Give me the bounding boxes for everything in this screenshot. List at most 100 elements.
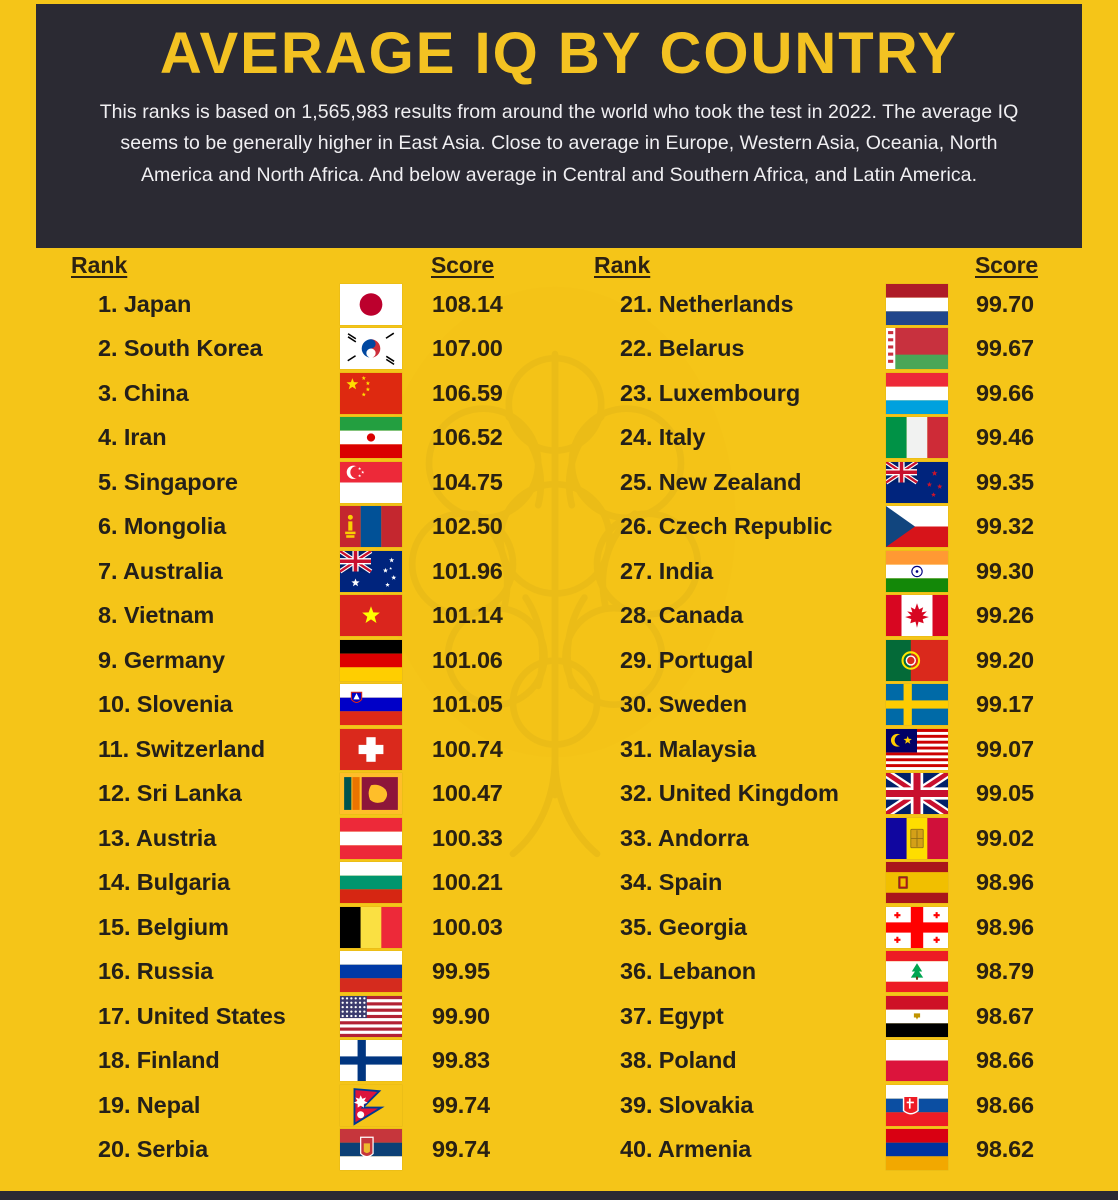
- table-row: 32. United Kingdom 99.05: [592, 772, 1092, 817]
- table-row: 17. United States 99.90: [58, 994, 578, 1039]
- flag-ch-icon: [339, 727, 403, 772]
- country-rank-label: 17. United States: [98, 1002, 286, 1029]
- country-rank-label: 39. Slovakia: [620, 1091, 754, 1118]
- table-row: 20. Serbia 99.74: [58, 1128, 578, 1173]
- country-rank-label: 33. Andorra: [620, 824, 749, 851]
- flag-rs-icon: [339, 1128, 403, 1173]
- table-row: 14. Bulgaria 100.21: [58, 861, 578, 906]
- score-value: 99.74: [432, 1136, 490, 1163]
- flag-kr-icon: [339, 327, 403, 372]
- country-rank-label: 34. Spain: [620, 869, 723, 896]
- table-row: 26. Czech Republic 99.32: [592, 505, 1092, 550]
- score-column-header: Score: [431, 252, 494, 278]
- score-value: 102.50: [432, 513, 503, 540]
- country-rank-label: 2. South Korea: [98, 335, 263, 362]
- country-rank-label: 6. Mongolia: [98, 513, 227, 540]
- country-rank-label: 22. Belarus: [620, 335, 745, 362]
- bottom-strip: [0, 1191, 1118, 1200]
- flag-image: [886, 951, 948, 993]
- country-rank-label: 12. Sri Lanka: [98, 780, 242, 807]
- country-rank-label: 35. Georgia: [620, 913, 747, 940]
- rank-column-header: Rank: [71, 252, 128, 278]
- flag-lk-icon: [339, 772, 403, 817]
- table-row: 8. Vietnam 101.14: [58, 594, 578, 639]
- score-value: 99.35: [976, 468, 1034, 495]
- score-value: 98.96: [976, 869, 1034, 896]
- header-panel: AVERAGE IQ BY COUNTRY This ranks is base…: [36, 4, 1082, 248]
- flag-image: [340, 506, 402, 548]
- flag-image: [340, 817, 402, 859]
- flag-image: [886, 461, 948, 503]
- flag-eg-icon: [885, 994, 949, 1039]
- table-row: 15. Belgium 100.03: [58, 905, 578, 950]
- country-rank-label: 4. Iran: [98, 424, 167, 451]
- flag-image: [340, 550, 402, 592]
- ranking-rows-right: 21. Netherlands 99.70 22. Belarus 99.67 23. …: [592, 282, 1092, 1172]
- country-rank-label: 28. Canada: [620, 602, 744, 629]
- flag-image: [886, 595, 948, 637]
- flag-image: [886, 639, 948, 681]
- flag-np-icon: [339, 1083, 403, 1128]
- table-row: 9. Germany 101.06: [58, 638, 578, 683]
- country-rank-label: 38. Poland: [620, 1047, 737, 1074]
- ranking-tables: Rank Score 1. Japan 108.14 2. South Korea 1…: [0, 248, 1118, 1192]
- table-row: 40. Armenia 98.62: [592, 1128, 1092, 1173]
- flag-au-icon: [339, 549, 403, 594]
- flag-image: [340, 951, 402, 993]
- flag-image: [340, 1040, 402, 1082]
- table-row: 18. Finland 99.83: [58, 1039, 578, 1084]
- score-value: 99.07: [976, 735, 1034, 762]
- flag-ru-icon: [339, 950, 403, 995]
- table-row: 29. Portugal 99.20: [592, 638, 1092, 683]
- table-row: 16. Russia 99.95: [58, 950, 578, 995]
- flag-image: [886, 506, 948, 548]
- table-row: 3. China 106.59: [58, 371, 578, 416]
- country-rank-label: 19. Nepal: [98, 1091, 201, 1118]
- table-row: 12. Sri Lanka 100.47: [58, 772, 578, 817]
- table-row: 4. Iran 106.52: [58, 416, 578, 461]
- table-row: 27. India 99.30: [592, 549, 1092, 594]
- score-column-header: Score: [975, 252, 1038, 278]
- score-value: 99.05: [976, 780, 1034, 807]
- score-value: 106.59: [432, 379, 503, 406]
- flag-ad-icon: [885, 816, 949, 861]
- country-rank-label: 24. Italy: [620, 424, 706, 451]
- table-row: 19. Nepal 99.74: [58, 1083, 578, 1128]
- score-value: 98.66: [976, 1047, 1034, 1074]
- flag-vn-icon: [339, 594, 403, 639]
- score-value: 100.74: [432, 735, 503, 762]
- flag-image: [340, 995, 402, 1037]
- country-rank-label: 3. China: [98, 379, 189, 406]
- score-value: 99.83: [432, 1047, 490, 1074]
- country-rank-label: 10. Slovenia: [98, 691, 233, 718]
- score-value: 98.96: [976, 913, 1034, 940]
- country-rank-label: 40. Armenia: [620, 1136, 752, 1163]
- table-row: 38. Poland 98.66: [592, 1039, 1092, 1084]
- flag-image: [340, 283, 402, 325]
- flag-image: [886, 1129, 948, 1171]
- score-value: 100.03: [432, 913, 503, 940]
- table-row: 13. Austria 100.33: [58, 816, 578, 861]
- score-value: 98.62: [976, 1136, 1034, 1163]
- country-rank-label: 31. Malaysia: [620, 735, 756, 762]
- table-row: 1. Japan 108.14: [58, 282, 578, 327]
- country-rank-label: 26. Czech Republic: [620, 513, 833, 540]
- score-value: 99.17: [976, 691, 1034, 718]
- flag-ge-icon: [885, 905, 949, 950]
- flag-image: [340, 684, 402, 726]
- country-rank-label: 32. United Kingdom: [620, 780, 839, 807]
- flag-image: [886, 1040, 948, 1082]
- flag-image: [886, 817, 948, 859]
- table-row: 33. Andorra 99.02: [592, 816, 1092, 861]
- country-rank-label: 16. Russia: [98, 958, 214, 985]
- flag-pt-icon: [885, 638, 949, 683]
- flag-image: [340, 906, 402, 948]
- country-rank-label: 15. Belgium: [98, 913, 229, 940]
- country-rank-label: 18. Finland: [98, 1047, 220, 1074]
- score-value: 99.02: [976, 824, 1034, 851]
- country-rank-label: 23. Luxembourg: [620, 379, 801, 406]
- table-row: 31. Malaysia 99.07: [592, 727, 1092, 772]
- country-rank-label: 5. Singapore: [98, 468, 238, 495]
- country-rank-label: 25. New Zealand: [620, 468, 802, 495]
- column-header-right: Rank Score: [592, 248, 1092, 282]
